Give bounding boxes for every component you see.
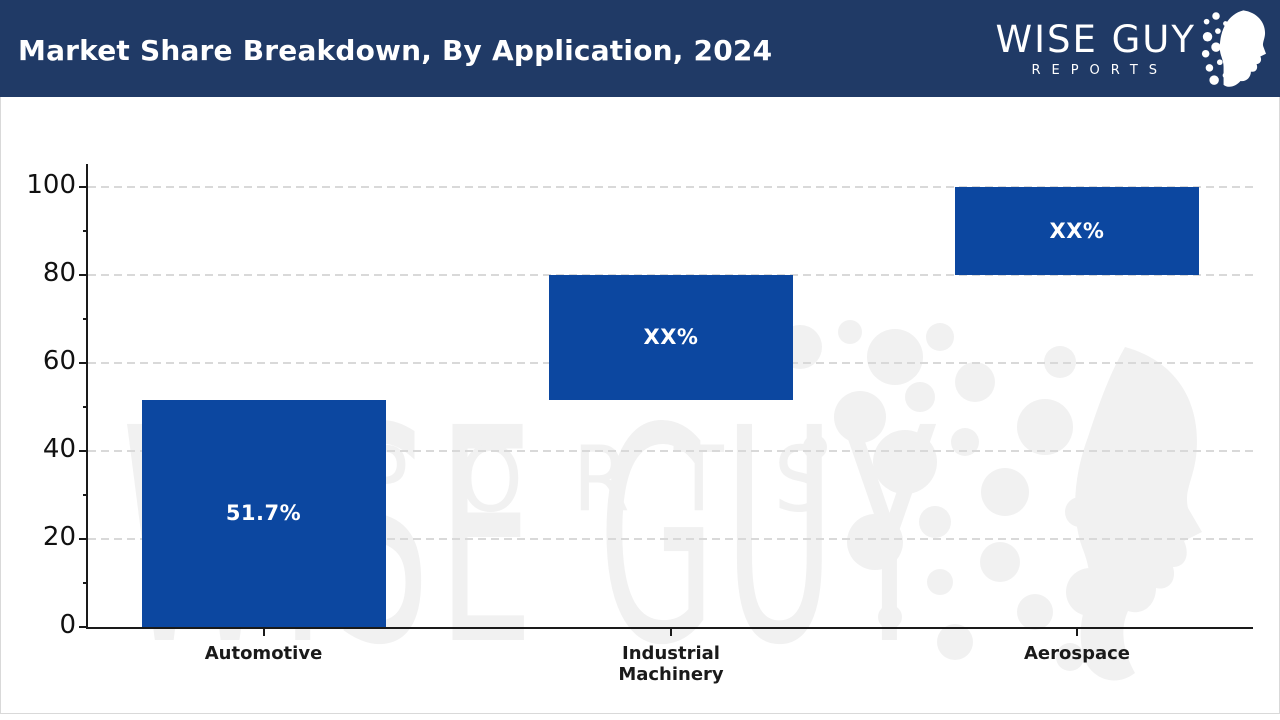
y-minor-tick <box>83 582 88 584</box>
bar-value-label: XX% <box>643 325 699 350</box>
y-minor-tick <box>83 494 88 496</box>
y-tick-label: 40 <box>42 434 76 464</box>
logo-face-icon <box>1201 10 1266 87</box>
bar-value-label: 51.7% <box>225 501 302 526</box>
x-category-label: Automotive <box>204 643 323 664</box>
y-tick-label: 20 <box>42 522 76 552</box>
header-bar: Market Share Breakdown, By Application, … <box>0 0 1280 97</box>
y-tick-label: 0 <box>59 610 76 640</box>
gridline-20 <box>88 538 1253 540</box>
x-tick <box>670 629 672 636</box>
x-tick <box>262 629 265 636</box>
x-tick <box>1076 629 1078 636</box>
logo-text: WISE GUY REPORTS <box>995 18 1196 79</box>
bar-automotive: 51.7% <box>141 399 386 627</box>
y-minor-tick <box>83 318 88 320</box>
bar-aerospace: XX% <box>955 187 1199 275</box>
gridline-100 <box>88 186 1253 188</box>
y-tick-label: 60 <box>42 346 76 376</box>
wiseguy-logo: WISE GUY REPORTS <box>996 8 1266 90</box>
x-category-label: Aerospace <box>1023 643 1130 664</box>
y-tick-label: 100 <box>26 170 76 200</box>
logo-brand-line2: REPORTS <box>1031 63 1169 78</box>
y-minor-tick <box>83 230 88 232</box>
y-axis-line <box>86 164 88 629</box>
y-major-tick <box>79 274 88 276</box>
gridline-40 <box>88 450 1253 452</box>
watermark-dotted-head-icon <box>778 320 1202 681</box>
chart-area: WISE GUY REPORTS 0 20 40 60 80 100 51.7% XX% XX%… <box>0 97 1280 714</box>
y-major-tick <box>79 362 88 364</box>
y-major-tick <box>79 626 88 628</box>
y-major-tick <box>79 186 88 188</box>
x-axis-line <box>86 627 1253 629</box>
logo-brand-line1: WISE GUY <box>995 18 1196 61</box>
bar-value-label: XX% <box>1049 219 1105 243</box>
bar-industrial-machinery: XX% <box>549 275 793 400</box>
page-title: Market Share Breakdown, By Application, … <box>18 34 773 67</box>
y-tick-label: 80 <box>42 258 76 288</box>
y-major-tick <box>79 450 88 452</box>
y-minor-tick <box>83 406 88 408</box>
x-category-label: Industrial Machinery <box>618 643 724 685</box>
y-major-tick <box>79 538 88 540</box>
